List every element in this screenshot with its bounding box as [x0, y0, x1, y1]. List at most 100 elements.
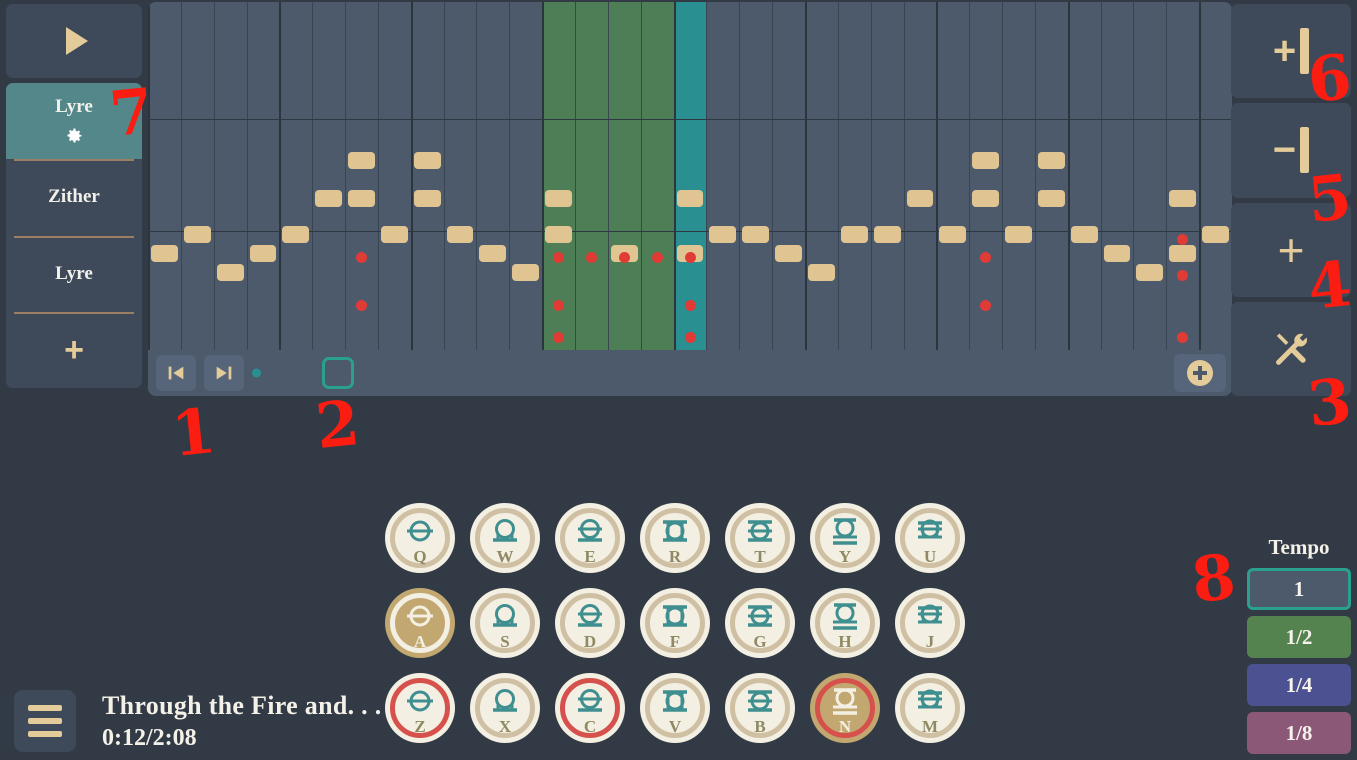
grid-marker-dot[interactable]	[1177, 234, 1189, 245]
timeline-selection-marker[interactable]	[322, 357, 354, 389]
grid-note[interactable]	[873, 226, 901, 243]
key-t[interactable]: T	[725, 503, 795, 573]
key-w[interactable]: W	[470, 503, 540, 573]
grid-marker-dot[interactable]	[356, 252, 367, 263]
grid-playhead-column[interactable]	[673, 2, 707, 350]
grid-marker-dot[interactable]	[980, 252, 992, 263]
grid-note[interactable]	[315, 190, 343, 207]
grid-marker-dot[interactable]	[651, 252, 663, 263]
grid-marker-dot[interactable]	[1177, 332, 1189, 343]
grid-note[interactable]	[545, 226, 573, 243]
key-y[interactable]: Y	[810, 503, 880, 573]
key-z[interactable]: Z	[385, 673, 455, 743]
key-c[interactable]: C	[555, 673, 625, 743]
grid-note[interactable]	[413, 152, 441, 169]
grid-note[interactable]	[840, 226, 868, 243]
grid-note[interactable]	[807, 264, 835, 281]
grid-note[interactable]	[1169, 190, 1197, 207]
grid-note[interactable]	[413, 190, 441, 207]
grid-note[interactable]	[348, 190, 375, 207]
key-r[interactable]: R	[640, 503, 710, 573]
timeline-track[interactable]	[250, 355, 1168, 391]
key-g[interactable]: G	[725, 588, 795, 658]
grid-note[interactable]	[380, 226, 408, 243]
grid-marker-dot[interactable]	[553, 252, 565, 263]
key-ring	[390, 678, 450, 738]
key-j[interactable]: J	[895, 588, 965, 658]
timeline-add-button[interactable]	[1174, 354, 1226, 392]
gear-icon[interactable]	[64, 126, 84, 146]
key-label: Q	[413, 547, 427, 566]
grid-note[interactable]	[446, 226, 474, 243]
grid-note[interactable]	[1037, 152, 1065, 169]
grid-marker-dot[interactable]	[684, 332, 696, 343]
key-f[interactable]: F	[640, 588, 710, 658]
grid-marker-dot[interactable]	[684, 300, 696, 311]
add-track-button[interactable]: +	[6, 311, 142, 388]
grid-note[interactable]	[906, 190, 934, 207]
key-d[interactable]: D	[555, 588, 625, 658]
grid-note[interactable]	[545, 190, 573, 207]
add-button[interactable]: +	[1231, 202, 1351, 297]
grid-note[interactable]	[282, 226, 310, 243]
grid-note[interactable]	[1103, 245, 1131, 262]
grid-note[interactable]	[348, 152, 375, 169]
grid-column-line	[640, 2, 642, 350]
key-s[interactable]: S	[470, 588, 540, 658]
remove-bar-button[interactable]: −	[1231, 103, 1351, 198]
grid-marker-dot[interactable]	[618, 252, 630, 263]
grid-marker-dot[interactable]	[553, 332, 565, 343]
grid-column-line	[739, 2, 741, 350]
note-grid[interactable]	[148, 2, 1232, 350]
grid-note[interactable]	[775, 245, 802, 262]
tempo-option-2[interactable]: 1/4	[1247, 664, 1351, 706]
tempo-option-1[interactable]: 1/2	[1247, 616, 1351, 658]
tempo-option-0[interactable]: 1	[1247, 568, 1351, 610]
key-e[interactable]: E	[555, 503, 625, 573]
key-v[interactable]: V	[640, 673, 710, 743]
track-item-1[interactable]: Zither	[6, 159, 142, 235]
grid-note[interactable]	[676, 190, 704, 207]
grid-note[interactable]	[709, 226, 737, 243]
track-item-2[interactable]: Lyre	[6, 235, 142, 312]
grid-note[interactable]	[1070, 226, 1098, 243]
grid-marker-dot[interactable]	[684, 252, 696, 263]
grid-note[interactable]	[972, 190, 1000, 207]
grid-note[interactable]	[742, 226, 770, 243]
grid-marker-dot[interactable]	[980, 300, 992, 311]
grid-note[interactable]	[479, 245, 507, 262]
grid-note[interactable]	[151, 245, 178, 262]
grid-note[interactable]	[939, 226, 967, 243]
grid-marker-dot[interactable]	[356, 300, 367, 311]
key-b[interactable]: B	[725, 673, 795, 743]
grid-selection-region[interactable]	[542, 2, 674, 350]
skip-back-button[interactable]	[156, 355, 196, 391]
hamburger-menu-button[interactable]	[14, 690, 76, 752]
tempo-option-3[interactable]: 1/8	[1247, 712, 1351, 754]
add-bar-button[interactable]: +	[1231, 4, 1351, 99]
grid-note[interactable]	[972, 152, 1000, 169]
skip-forward-button[interactable]	[204, 355, 244, 391]
key-u[interactable]: U	[895, 503, 965, 573]
grid-marker-dot[interactable]	[585, 252, 597, 263]
grid-marker-dot[interactable]	[1177, 270, 1189, 281]
grid-note[interactable]	[1005, 226, 1032, 243]
tools-button[interactable]	[1231, 301, 1351, 396]
grid-note[interactable]	[1202, 226, 1229, 243]
grid-note[interactable]	[1136, 264, 1164, 281]
grid-note[interactable]	[512, 264, 540, 281]
key-n[interactable]: N	[810, 673, 880, 743]
track-item-0[interactable]: Lyre	[6, 83, 142, 160]
key-a[interactable]: A	[385, 588, 455, 658]
grid-note[interactable]	[1037, 190, 1065, 207]
grid-note[interactable]	[1169, 245, 1197, 262]
key-q[interactable]: Q	[385, 503, 455, 573]
grid-note[interactable]	[183, 226, 211, 243]
play-button[interactable]	[6, 4, 142, 78]
grid-note[interactable]	[216, 264, 244, 281]
key-h[interactable]: H	[810, 588, 880, 658]
grid-marker-dot[interactable]	[553, 300, 565, 311]
key-x[interactable]: X	[470, 673, 540, 743]
grid-note[interactable]	[249, 245, 277, 262]
key-m[interactable]: M	[895, 673, 965, 743]
